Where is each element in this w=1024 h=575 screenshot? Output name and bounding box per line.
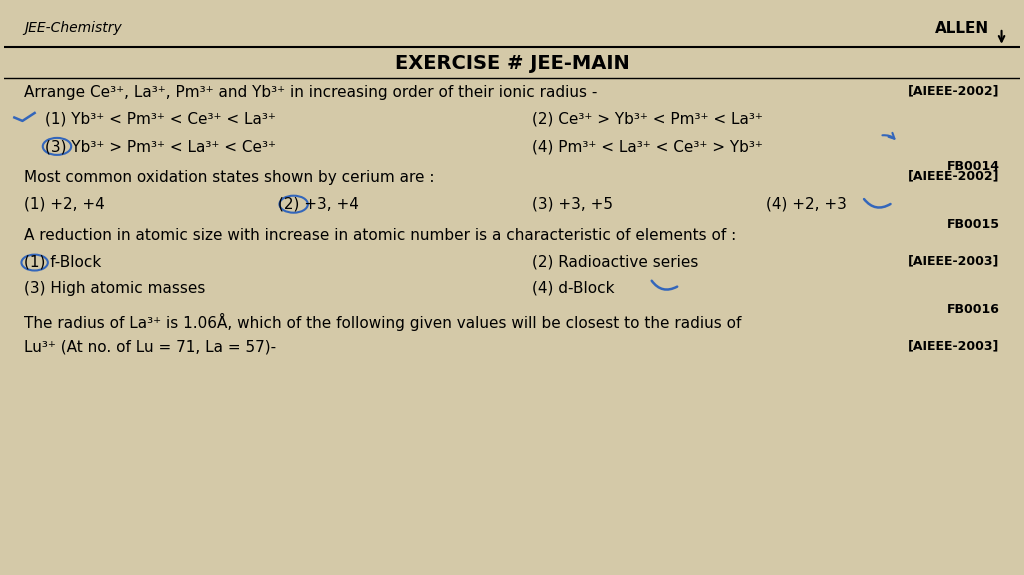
Text: (4) d-Block: (4) d-Block [532, 281, 614, 296]
Text: FB0016: FB0016 [946, 304, 999, 316]
Text: (3) Yb³⁺ > Pm³⁺ < La³⁺ < Ce³⁺: (3) Yb³⁺ > Pm³⁺ < La³⁺ < Ce³⁺ [45, 139, 275, 154]
Text: (1) +2, +4: (1) +2, +4 [25, 197, 105, 212]
Text: [AIEEE-2003]: [AIEEE-2003] [908, 255, 999, 267]
Text: (2) Radioactive series: (2) Radioactive series [532, 255, 698, 270]
Text: (1) Yb³⁺ < Pm³⁺ < Ce³⁺ < La³⁺: (1) Yb³⁺ < Pm³⁺ < Ce³⁺ < La³⁺ [45, 112, 275, 127]
Text: Arrange Ce³⁺, La³⁺, Pm³⁺ and Yb³⁺ in increasing order of their ionic radius -: Arrange Ce³⁺, La³⁺, Pm³⁺ and Yb³⁺ in inc… [25, 85, 598, 99]
Text: ALLEN: ALLEN [935, 21, 989, 36]
Text: JEE-Chemistry: JEE-Chemistry [25, 21, 122, 35]
Text: FB0015: FB0015 [946, 218, 999, 231]
Text: A reduction in atomic size with increase in atomic number is a characteristic of: A reduction in atomic size with increase… [25, 228, 736, 243]
Text: Most common oxidation states shown by cerium are :: Most common oxidation states shown by ce… [25, 170, 435, 185]
Text: [AIEEE-2002]: [AIEEE-2002] [908, 85, 999, 98]
Text: (1) f-Block: (1) f-Block [25, 255, 101, 270]
Text: [AIEEE-2003]: [AIEEE-2003] [908, 340, 999, 352]
Text: EXERCISE # JEE-MAIN: EXERCISE # JEE-MAIN [394, 54, 630, 73]
Text: [AIEEE-2002]: [AIEEE-2002] [908, 170, 999, 183]
Text: Lu³⁺ (At no. of Lu = 71, La = 57)-: Lu³⁺ (At no. of Lu = 71, La = 57)- [25, 340, 276, 355]
Text: (2) Ce³⁺ > Yb³⁺ < Pm³⁺ < La³⁺: (2) Ce³⁺ > Yb³⁺ < Pm³⁺ < La³⁺ [532, 112, 763, 127]
Text: (4) Pm³⁺ < La³⁺ < Ce³⁺ > Yb³⁺: (4) Pm³⁺ < La³⁺ < Ce³⁺ > Yb³⁺ [532, 139, 763, 154]
Text: (2) +3, +4: (2) +3, +4 [279, 197, 359, 212]
Text: (3) High atomic masses: (3) High atomic masses [25, 281, 206, 296]
Text: The radius of La³⁺ is 1.06Å, which of the following given values will be closest: The radius of La³⁺ is 1.06Å, which of th… [25, 313, 741, 331]
Text: (3) +3, +5: (3) +3, +5 [532, 197, 613, 212]
Text: (4) +2, +3: (4) +2, +3 [766, 197, 847, 212]
Text: FB0014: FB0014 [946, 160, 999, 173]
